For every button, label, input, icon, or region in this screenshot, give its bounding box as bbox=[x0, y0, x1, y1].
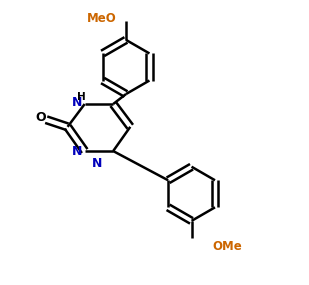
Text: N: N bbox=[71, 144, 82, 158]
Text: MeO: MeO bbox=[87, 12, 117, 25]
Text: H: H bbox=[77, 91, 86, 102]
Text: N: N bbox=[92, 157, 103, 170]
Text: N: N bbox=[71, 96, 82, 109]
Text: OMe: OMe bbox=[212, 240, 242, 253]
Text: O: O bbox=[36, 111, 46, 124]
